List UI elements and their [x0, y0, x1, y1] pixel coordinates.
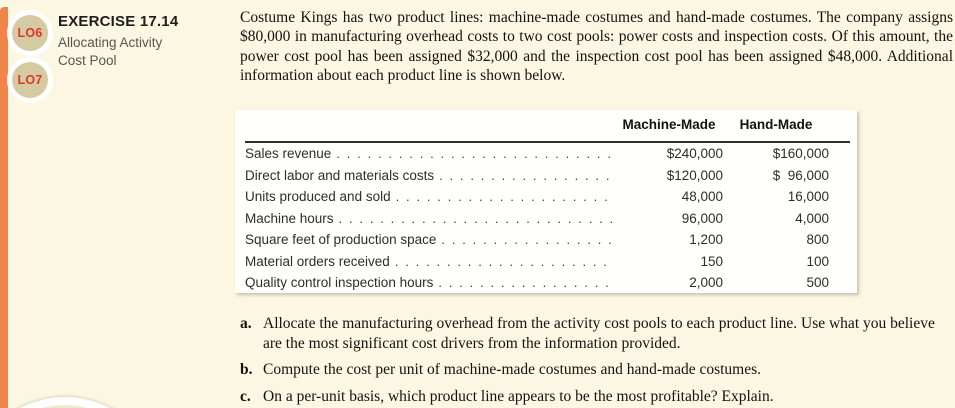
- column-header-hand-made: Hand-Made: [739, 117, 813, 132]
- table-row-direct-labor-materials: Direct labor and materials costs $120,00…: [245, 168, 829, 190]
- machine-made-value: 150: [700, 253, 723, 269]
- row-label: Machine hours: [245, 210, 334, 226]
- machine-made-value: 48,000: [681, 189, 723, 204]
- dot-leader: [396, 189, 613, 204]
- lo7-label: LO7: [17, 73, 43, 87]
- page-edge-accent-bar: [0, 7, 8, 408]
- row-label: Square feet of production space: [245, 232, 437, 247]
- requirement-text: On a per-unit basis, which product line …: [263, 387, 774, 405]
- hand-made-value: $160,000: [772, 146, 829, 161]
- machine-made-value: $240,000: [666, 146, 723, 161]
- row-label: Material orders received: [245, 253, 390, 269]
- table-row-machine-hours: Machine hours 96,000 4,000: [245, 211, 829, 233]
- hand-made-value: 100: [806, 253, 829, 269]
- exercise-subtitle: Allocating Activity Cost Pool: [58, 35, 163, 68]
- hand-made-value: 800: [806, 232, 829, 247]
- dot-leader: [439, 168, 613, 183]
- requirement-item-a: a. Allocate the manufacturing overhead f…: [240, 314, 954, 353]
- machine-made-value: $120,000: [666, 167, 723, 183]
- table-row-material-orders: Material orders received 150 100: [245, 254, 829, 276]
- table-row-units-produced: Units produced and sold 48,000 16,000: [245, 189, 829, 211]
- dot-leader: [441, 232, 613, 247]
- intro-paragraph: Costume Kings has two product lines: mac…: [240, 9, 953, 84]
- requirement-text: Allocate the manufacturing overhead from…: [263, 315, 935, 352]
- table-row-sales-revenue: Sales revenue $240,000 $160,000: [245, 146, 829, 168]
- hand-made-value: 4,000: [795, 210, 829, 226]
- dot-leader: [438, 275, 613, 290]
- requirements-list: a. Allocate the manufacturing overhead f…: [240, 314, 954, 408]
- requirement-marker: b.: [240, 361, 253, 378]
- column-header-machine-made: Machine-Made: [622, 117, 716, 132]
- dot-leader: [395, 254, 613, 269]
- hand-made-value: 500: [806, 275, 829, 290]
- next-section-badge-partial-circle: [0, 397, 162, 408]
- row-label: Direct labor and materials costs: [245, 167, 435, 183]
- table-header-rule: [245, 141, 850, 143]
- requirement-item-c: c. On a per-unit basis, which product li…: [240, 387, 954, 407]
- row-label: Units produced and sold: [245, 189, 391, 204]
- requirement-text: Compute the cost per unit of machine-mad…: [263, 361, 762, 378]
- dot-leader: [336, 146, 613, 161]
- hand-made-value: 16,000: [787, 189, 829, 204]
- table-header-row: Machine-Made Hand-Made: [245, 117, 829, 139]
- lo6-label: LO6: [17, 26, 43, 40]
- requirement-marker: a.: [240, 315, 252, 332]
- exercise-title: EXERCISE 17.14: [58, 13, 179, 30]
- requirement-item-b: b. Compute the cost per unit of machine-…: [240, 360, 954, 380]
- machine-made-value: 1,200: [689, 232, 723, 247]
- machine-made-value: 2,000: [689, 275, 723, 290]
- product-line-data-table: Machine-Made Hand-Made Sales revenue $24…: [235, 110, 857, 293]
- table-row-quality-inspection-hours: Quality control inspection hours 2,000 5…: [245, 275, 829, 297]
- learning-objective-badge-lo7: LO7: [7, 57, 53, 103]
- hand-made-value: $ 96,000: [772, 167, 829, 183]
- row-label: Sales revenue: [245, 146, 332, 161]
- dot-leader: [339, 211, 613, 226]
- row-label: Quality control inspection hours: [245, 275, 434, 290]
- learning-objective-badge-lo6: LO6: [7, 10, 53, 56]
- machine-made-value: 96,000: [681, 210, 723, 226]
- requirement-marker: c.: [240, 387, 251, 405]
- table-row-square-feet: Square feet of production space 1,200 80…: [245, 232, 829, 254]
